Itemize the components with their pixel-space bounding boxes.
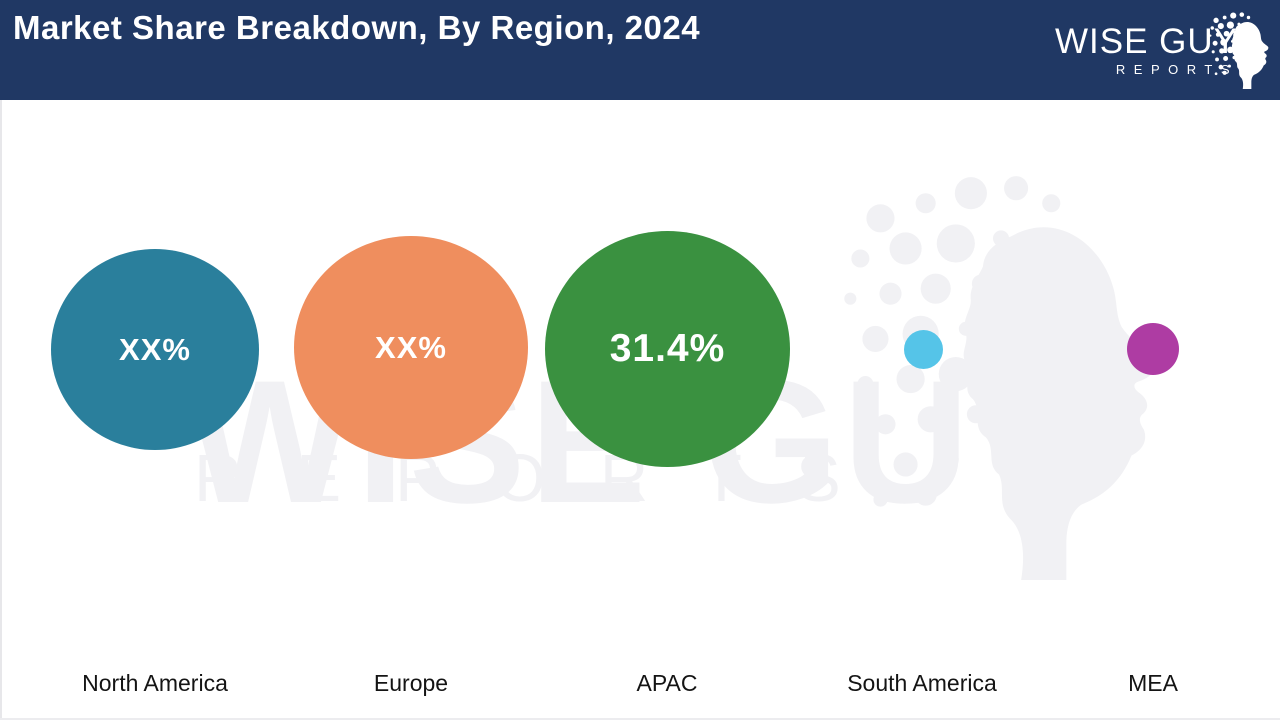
bubble-mea — [1127, 323, 1179, 375]
brand-name: WISE GUY — [1054, 22, 1238, 61]
page-title: Market Share Breakdown, By Region, 2024 — [13, 9, 701, 46]
brand-subtitle: REPORTS — [1115, 62, 1238, 77]
category-label-south-america: South America — [847, 670, 997, 696]
watermark-reports-text: REPORTS — [194, 441, 895, 516]
brand-face-icon — [1204, 7, 1272, 89]
bubble-europe: XX% — [294, 236, 528, 459]
header: Market Share Breakdown, By Region, 2024 … — [0, 0, 1280, 100]
category-label-north-america: North America — [82, 670, 228, 696]
category-label-mea: MEA — [1128, 670, 1178, 696]
bubble-apac: 31.4% — [545, 231, 790, 467]
brand-logo: WISE GUY REPORTS — [1055, 7, 1272, 93]
category-label-apac: APAC — [636, 670, 698, 696]
bubble-value-label: XX% — [375, 329, 447, 365]
category-label-europe: Europe — [373, 670, 449, 696]
bubble-south-america — [904, 330, 943, 369]
bubble-north-america: XX% — [51, 249, 259, 450]
watermark-face-icon — [820, 148, 1172, 580]
brand-logo-text: WISE GUY REPORTS — [1055, 24, 1238, 77]
chart-area: WISE GUY REPORTS XX% XX% 31.4% North Ame… — [0, 100, 1280, 718]
bubble-value-label: 31.4% — [609, 327, 726, 370]
bubble-value-label: XX% — [119, 331, 191, 367]
